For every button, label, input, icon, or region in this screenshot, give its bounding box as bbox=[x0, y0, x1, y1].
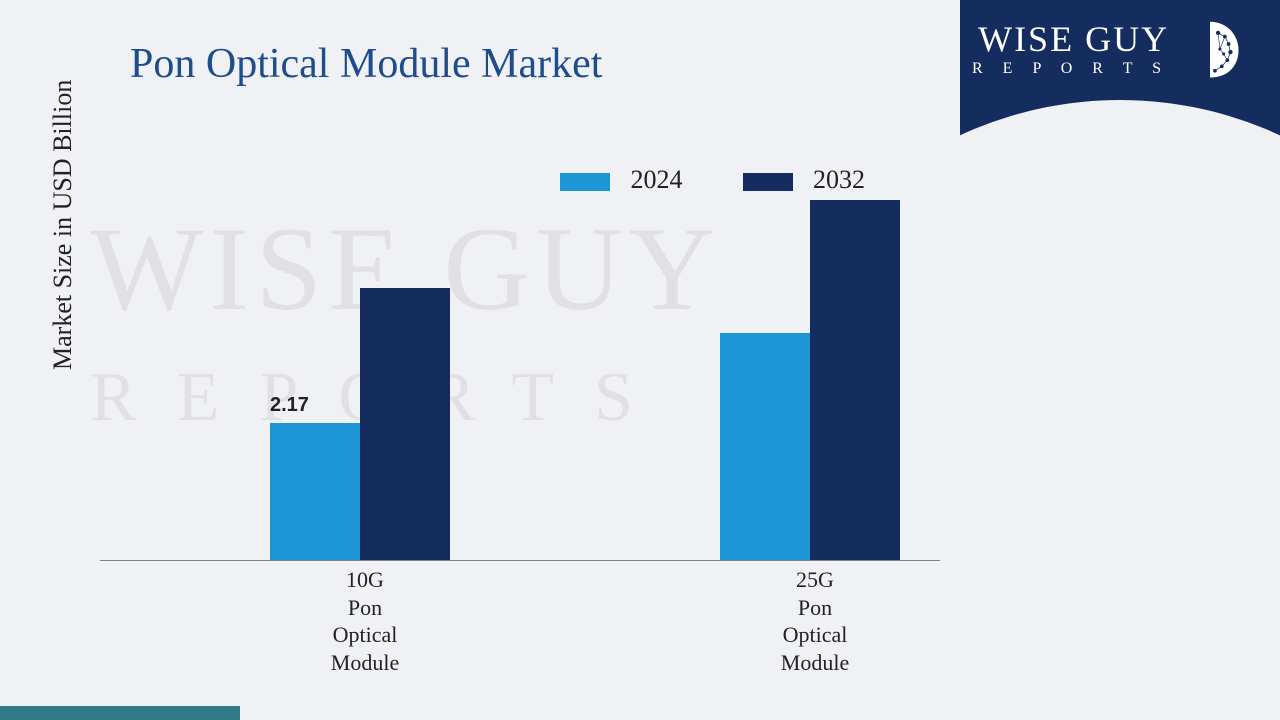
legend-label-2024: 2024 bbox=[631, 165, 683, 194]
bar-value-label: 2.17 bbox=[270, 394, 309, 417]
brand-text: WISE GUY R E P O R T S bbox=[972, 21, 1169, 77]
bar-2032 bbox=[360, 288, 450, 560]
legend-item-2024: 2024 bbox=[560, 165, 683, 195]
x-axis-baseline bbox=[100, 560, 940, 561]
y-axis-label: Market Size in USD Billion bbox=[48, 80, 78, 370]
legend-label-2032: 2032 bbox=[813, 165, 865, 194]
brand-main-text: WISE GUY bbox=[978, 21, 1169, 57]
footer-accent-strip bbox=[0, 706, 240, 720]
bar-group bbox=[720, 200, 900, 560]
brand-sub-text: R E P O R T S bbox=[972, 61, 1169, 77]
brand-head-icon bbox=[1179, 18, 1241, 80]
legend-swatch-2024 bbox=[560, 173, 610, 191]
bar-2024 bbox=[270, 423, 360, 560]
legend-item-2032: 2032 bbox=[743, 165, 866, 195]
category-label: 10GPonOpticalModule bbox=[295, 566, 435, 676]
category-label: 25GPonOpticalModule bbox=[745, 566, 885, 676]
stage: WISE GUY R E P O R T S bbox=[0, 0, 1280, 720]
legend-swatch-2032 bbox=[743, 173, 793, 191]
bar-2024 bbox=[720, 333, 810, 560]
bar-2032 bbox=[810, 200, 900, 560]
chart-title: Pon Optical Module Market bbox=[130, 40, 602, 88]
legend: 2024 2032 bbox=[560, 165, 865, 195]
bar-group bbox=[270, 288, 450, 560]
brand-logo: WISE GUY R E P O R T S bbox=[972, 18, 1252, 80]
chart-plot-area: 2.17 bbox=[100, 200, 940, 560]
